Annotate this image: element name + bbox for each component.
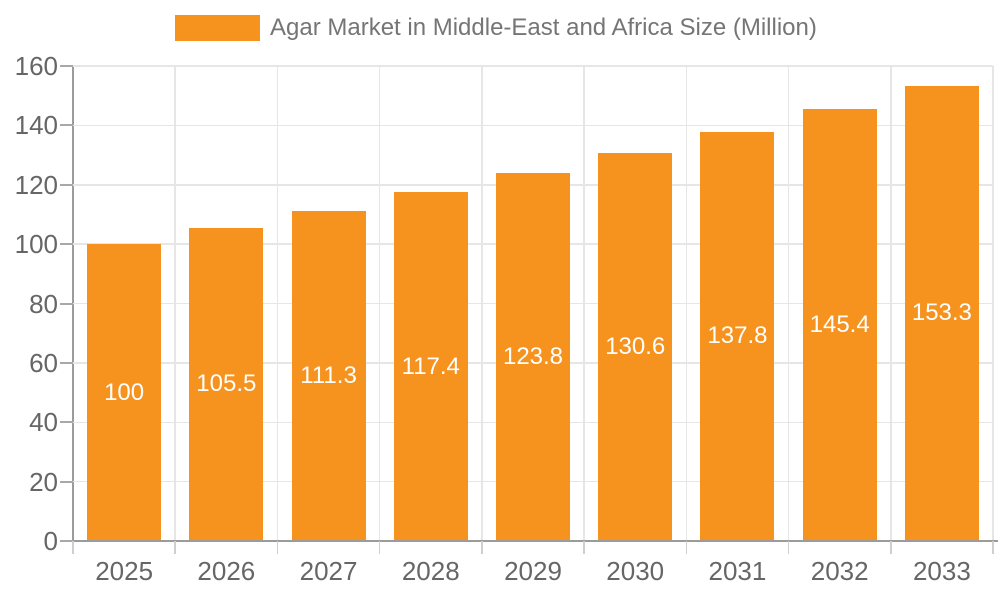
h-gridline — [73, 65, 993, 67]
x-tick — [992, 541, 994, 554]
y-tick — [60, 183, 73, 186]
bar-value-label: 123.8 — [502, 343, 564, 371]
bar-value-label: 105.5 — [196, 370, 257, 398]
v-gridline — [276, 66, 279, 541]
bar-value-label: 117.4 — [401, 352, 460, 380]
x-tick — [72, 541, 74, 554]
v-gridline — [378, 66, 381, 541]
y-tick — [60, 243, 73, 246]
x-tick — [378, 541, 381, 554]
x-tick — [787, 541, 790, 554]
bar-value-label: 137.8 — [707, 322, 768, 350]
chart-legend-item[interactable]: Agar Market in Middle-East and Africa Si… — [175, 14, 817, 42]
x-tick-label: 2029 — [504, 556, 562, 586]
h-gridline — [73, 124, 993, 127]
x-tick — [481, 541, 483, 554]
y-tick — [60, 302, 73, 305]
v-gridline — [992, 66, 994, 541]
y-tick-label: 80 — [29, 288, 58, 319]
bar-value-label: 130.6 — [605, 333, 666, 361]
y-tick — [60, 421, 73, 424]
x-tick-label: 2032 — [810, 556, 869, 586]
x-tick-label: 2033 — [912, 556, 971, 586]
legend-label: Agar Market in Middle-East and Africa Si… — [270, 14, 817, 41]
y-tick — [60, 65, 73, 67]
bar: 153.3 — [904, 85, 979, 541]
bar: 123.8 — [496, 173, 570, 541]
y-tick-label: 160 — [14, 51, 58, 81]
bar-value-label: 111.3 — [300, 361, 357, 389]
y-tick-label: 40 — [29, 407, 58, 438]
y-tick-label: 0 — [43, 526, 58, 556]
x-tick — [174, 541, 176, 554]
y-tick — [60, 480, 73, 483]
y-tick — [60, 124, 73, 127]
y-tick — [60, 540, 73, 542]
x-tick — [276, 541, 279, 554]
v-gridline — [481, 66, 483, 541]
x-tick-label: 2030 — [606, 556, 665, 586]
x-tick-label: 2031 — [708, 556, 767, 586]
y-tick-label: 20 — [29, 466, 58, 497]
v-gridline — [890, 66, 892, 541]
x-tick — [583, 541, 585, 554]
bar: 100 — [87, 244, 162, 541]
x-tick — [890, 541, 892, 554]
bar: 130.6 — [598, 153, 673, 541]
bar: 111.3 — [291, 210, 366, 541]
x-tick-label: 2027 — [299, 556, 358, 586]
v-gridline — [787, 66, 790, 541]
bar-value-label: 145.4 — [809, 311, 870, 339]
y-tick-label: 120 — [14, 169, 58, 200]
x-tick-label: 2026 — [197, 556, 256, 586]
x-tick-label: 2025 — [95, 556, 154, 586]
v-gridline — [583, 66, 585, 541]
v-gridline — [685, 66, 688, 541]
legend-swatch-icon — [175, 15, 260, 41]
bar-value-label: 153.3 — [911, 299, 972, 327]
bar: 145.4 — [802, 109, 877, 541]
v-gridline — [174, 66, 176, 541]
x-axis-line — [60, 540, 998, 542]
bar: 117.4 — [393, 192, 468, 541]
bar: 137.8 — [700, 131, 775, 541]
y-tick — [60, 361, 73, 364]
y-tick-label: 100 — [14, 229, 58, 260]
x-tick-label: 2028 — [401, 556, 460, 586]
bar: 105.5 — [189, 227, 264, 541]
plot-area: 100 105.5 111.3 117.4 123.8 130.6 137.8 145.4 15… — [72, 65, 994, 541]
bar-value-label: 100 — [104, 378, 145, 406]
x-tick — [685, 541, 688, 554]
y-tick-label: 60 — [29, 347, 58, 378]
y-tick-label: 140 — [14, 110, 58, 141]
